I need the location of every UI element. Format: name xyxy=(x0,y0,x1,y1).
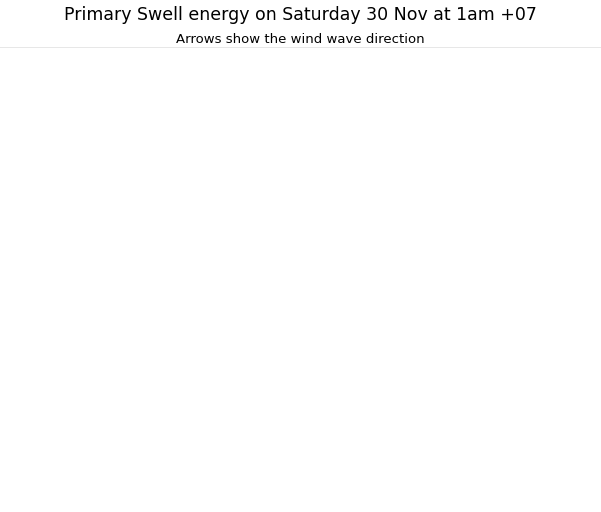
Text: Primary Swell energy on Saturday 30 Nov at 1am +07: Primary Swell energy on Saturday 30 Nov … xyxy=(64,6,537,24)
Text: cartopy required: cartopy required xyxy=(243,273,358,287)
Text: Arrows show the wind wave direction: Arrows show the wind wave direction xyxy=(176,33,425,46)
